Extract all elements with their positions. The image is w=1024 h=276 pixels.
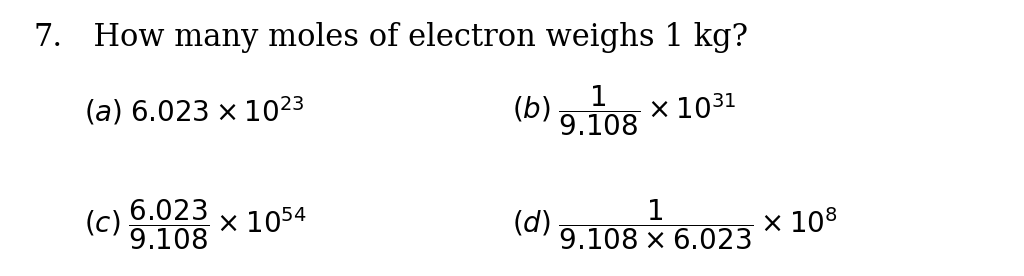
- Text: $(d)\; \dfrac{1}{9.108 \times 6.023} \times 10^{8}$: $(d)\; \dfrac{1}{9.108 \times 6.023} \ti…: [512, 197, 838, 252]
- Text: 7.: 7.: [34, 22, 62, 53]
- Text: $(c)\; \dfrac{6.023}{9.108} \times 10^{54}$: $(c)\; \dfrac{6.023}{9.108} \times 10^{5…: [84, 197, 307, 252]
- Text: How many moles of electron weighs 1 kg?: How many moles of electron weighs 1 kg?: [74, 22, 749, 53]
- Text: $(a)\; 6.023 \times 10^{23}$: $(a)\; 6.023 \times 10^{23}$: [84, 94, 305, 128]
- Text: $(b)\; \dfrac{1}{9.108} \times 10^{31}$: $(b)\; \dfrac{1}{9.108} \times 10^{31}$: [512, 84, 736, 138]
